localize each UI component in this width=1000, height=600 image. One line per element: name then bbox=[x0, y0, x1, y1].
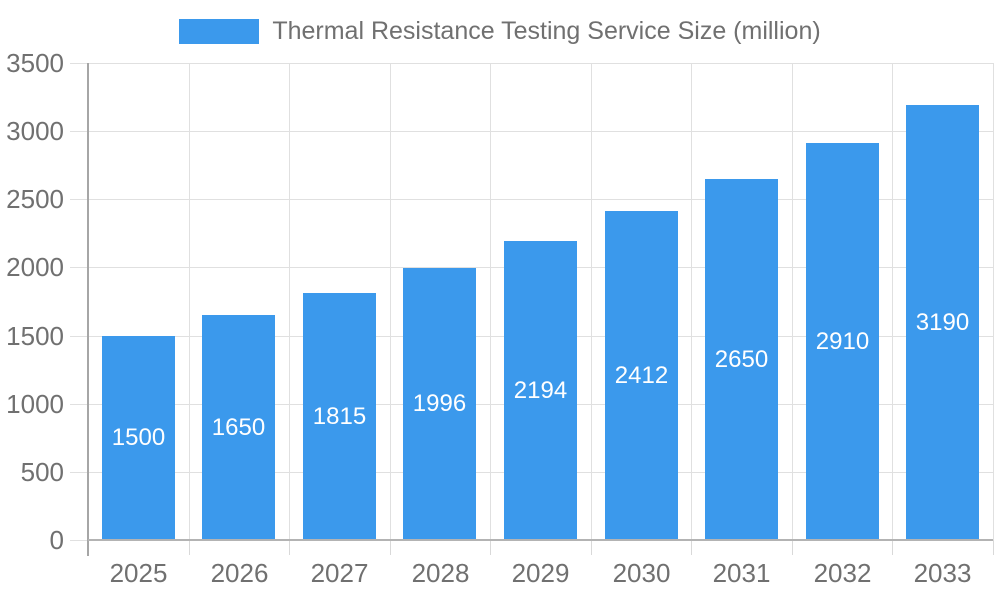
gridline bbox=[88, 199, 993, 200]
y-axis-tick bbox=[70, 404, 88, 405]
x-axis-tick bbox=[289, 540, 290, 555]
y-axis-tick bbox=[70, 336, 88, 337]
y-axis-tick bbox=[70, 472, 88, 473]
y-axis-label: 2000 bbox=[6, 252, 64, 282]
legend-item[interactable]: Thermal Resistance Testing Service Size … bbox=[0, 19, 1000, 44]
x-axis-label: 2028 bbox=[411, 558, 470, 588]
x-axis-label: 2026 bbox=[210, 558, 269, 588]
bar[interactable]: 3190 bbox=[906, 105, 979, 540]
bar-value-label: 2194 bbox=[513, 376, 568, 404]
bar-value-label: 3190 bbox=[915, 308, 970, 336]
x-axis-tick bbox=[591, 540, 592, 555]
bar[interactable]: 1650 bbox=[202, 315, 275, 540]
gridline bbox=[289, 63, 290, 540]
gridline bbox=[390, 63, 391, 540]
x-axis-label: 2030 bbox=[612, 558, 671, 588]
plot-area: 1500 1650 1815 1996 2194 2412 2650 2910 3190 0 50… bbox=[6, 50, 994, 586]
bar-value-label: 1996 bbox=[412, 390, 467, 417]
y-axis-tick bbox=[70, 63, 88, 64]
x-axis-line bbox=[88, 539, 993, 541]
bar[interactable]: 1500 bbox=[102, 336, 175, 540]
y-axis-tick bbox=[70, 267, 88, 268]
legend-swatch bbox=[179, 19, 260, 44]
bar[interactable]: 2194 bbox=[504, 241, 577, 540]
bar[interactable]: 2412 bbox=[605, 211, 678, 540]
x-axis-tick bbox=[691, 540, 692, 555]
bar-value-label: 2412 bbox=[614, 361, 669, 389]
bar-value-label: 1650 bbox=[211, 413, 266, 441]
y-axis-label: 1500 bbox=[6, 321, 64, 351]
bar[interactable]: 1996 bbox=[403, 268, 476, 540]
bar[interactable]: 2650 bbox=[705, 179, 778, 540]
y-axis-tick bbox=[70, 199, 88, 200]
legend-label: Thermal Resistance Testing Service Size … bbox=[272, 17, 821, 45]
bar-value-label: 2910 bbox=[815, 327, 870, 355]
bar-value-label: 1815 bbox=[312, 402, 367, 430]
gridline bbox=[88, 131, 993, 132]
bar[interactable]: 2910 bbox=[806, 143, 879, 540]
bar[interactable]: 1815 bbox=[303, 293, 376, 540]
gridline bbox=[892, 63, 893, 540]
y-axis-tick bbox=[70, 131, 88, 132]
x-axis-label: 2027 bbox=[310, 558, 369, 588]
x-axis-tick bbox=[993, 540, 994, 555]
x-axis-tick bbox=[792, 540, 793, 555]
x-axis-tick bbox=[490, 540, 491, 555]
y-axis-tick bbox=[70, 540, 88, 541]
gridline bbox=[88, 63, 993, 64]
y-axis-label: 2500 bbox=[6, 184, 64, 214]
gridline bbox=[993, 63, 994, 540]
y-axis-label: 3500 bbox=[6, 48, 64, 78]
x-axis-label: 2025 bbox=[109, 558, 168, 588]
x-axis-label: 2029 bbox=[511, 558, 570, 588]
x-axis-label: 2033 bbox=[913, 558, 972, 588]
gridline bbox=[591, 63, 592, 540]
y-axis-label: 1000 bbox=[6, 389, 64, 419]
x-axis-tick bbox=[189, 540, 190, 555]
bar-value-label: 1500 bbox=[111, 424, 166, 451]
y-axis-line bbox=[87, 63, 89, 556]
x-axis-label: 2032 bbox=[813, 558, 872, 588]
y-axis-label: 0 bbox=[49, 525, 64, 555]
gridline bbox=[490, 63, 491, 540]
gridline bbox=[792, 63, 793, 540]
y-axis-label: 3000 bbox=[6, 116, 64, 146]
x-axis-tick bbox=[892, 540, 893, 555]
gridline bbox=[691, 63, 692, 540]
x-axis-tick bbox=[390, 540, 391, 555]
bar-value-label: 2650 bbox=[714, 345, 769, 373]
gridline bbox=[189, 63, 190, 540]
x-axis-label: 2031 bbox=[712, 558, 771, 588]
y-axis-label: 500 bbox=[20, 457, 64, 487]
